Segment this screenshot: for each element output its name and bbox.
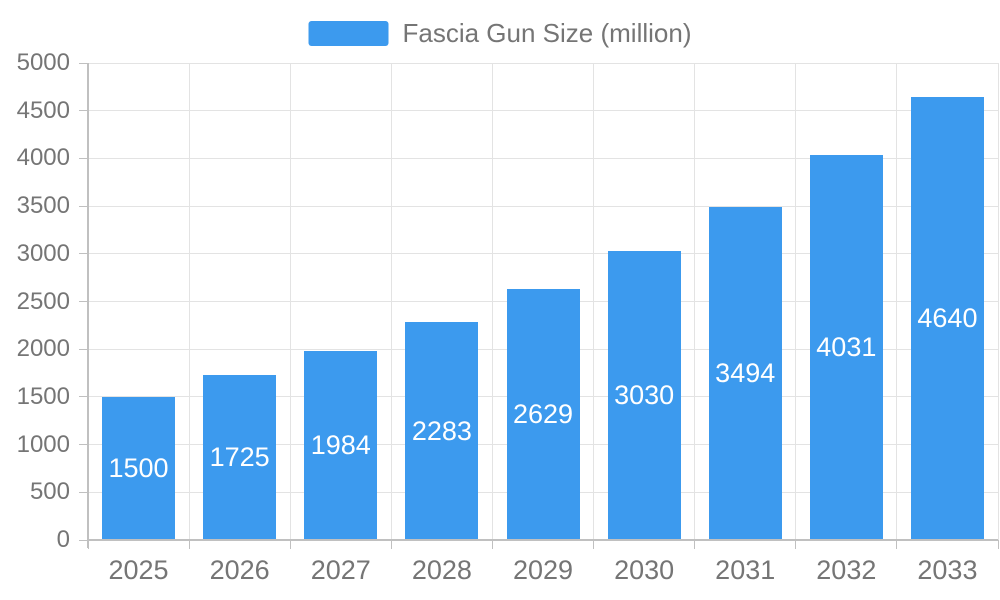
bar-2027: 1984: [304, 350, 378, 540]
x-axis-label: 2025: [108, 555, 169, 585]
y-axis-tick-label: 2000: [16, 335, 70, 363]
x-axis-label: 2032: [816, 555, 877, 585]
x-axis-tick: [289, 540, 291, 549]
bar-value-label: 4640: [917, 303, 978, 334]
bar-2028: 2283: [405, 322, 479, 540]
x-grid-line: [289, 63, 291, 540]
x-axis-label: 2033: [917, 555, 978, 585]
bar-2031: 3494: [708, 206, 782, 540]
bar-value-label: 4031: [816, 332, 877, 363]
x-axis-label: 2029: [512, 555, 574, 585]
y-axis-tick: [79, 62, 88, 64]
bar-value-label: 1500: [108, 452, 169, 483]
legend-item[interactable]: Fascia Gun Size (million): [308, 18, 692, 48]
x-grid-line: [188, 63, 190, 540]
x-axis-label: 2028: [411, 555, 472, 585]
y-axis-tick: [79, 444, 88, 446]
y-grid-line: [88, 110, 998, 112]
x-axis-label: 2026: [209, 555, 270, 585]
bar-value-label: 3030: [614, 379, 675, 410]
y-axis-tick-label: 4500: [16, 96, 70, 124]
x-grid-line: [997, 63, 999, 540]
y-grid-line: [88, 157, 998, 159]
bar-2025: 1500: [102, 396, 176, 540]
y-axis-tick: [79, 253, 88, 255]
x-axis-tick: [491, 540, 493, 549]
plot-area: 0 500 1000 1500 2000 2500 3000 3500 4000 4500 5000…: [17, 51, 999, 584]
y-axis-tick-label: 3500: [16, 192, 70, 220]
y-axis-tick: [79, 491, 88, 493]
y-axis-line: [87, 63, 89, 548]
y-grid-line: [88, 62, 998, 64]
x-grid-line: [795, 63, 797, 540]
bar-value-label: 3494: [715, 357, 776, 388]
x-grid-line: [593, 63, 595, 540]
x-axis-line: [88, 539, 998, 541]
y-axis-tick-label: 0: [56, 526, 70, 553]
x-axis-label: 2030: [614, 555, 675, 585]
y-axis-tick: [79, 205, 88, 207]
bar-value-label: 2283: [411, 415, 472, 446]
x-axis-tick: [390, 540, 392, 549]
bar-2032: 4031: [809, 155, 883, 540]
y-grid-line: [88, 253, 998, 255]
legend-label: Fascia Gun Size (million): [402, 18, 692, 48]
x-grid-line: [491, 63, 493, 540]
x-axis-label: 2031: [715, 555, 776, 585]
legend-swatch: [308, 20, 389, 46]
y-axis-tick-label: 1000: [16, 430, 70, 458]
x-grid-line: [896, 63, 898, 540]
bar-2029: 2629: [506, 289, 580, 540]
y-axis-tick-label: 3000: [16, 239, 70, 267]
y-axis-tick-label: 500: [29, 478, 70, 506]
x-axis-tick: [593, 540, 595, 549]
x-axis-tick: [997, 540, 999, 549]
y-axis-tick-label: 2500: [16, 287, 70, 315]
x-grid-line: [390, 63, 392, 540]
bar-value-label: 1725: [209, 442, 270, 473]
y-axis-tick: [79, 157, 88, 159]
y-axis-tick: [79, 539, 88, 541]
x-grid-line: [694, 63, 696, 540]
bar-value-label: 1984: [310, 429, 371, 460]
x-axis-tick: [694, 540, 696, 549]
bar-2030: 3030: [607, 250, 681, 540]
x-axis-tick: [188, 540, 190, 549]
x-axis-tick: [896, 540, 898, 549]
bar-2026: 1725: [203, 375, 277, 540]
y-axis-tick-label: 5000: [16, 49, 70, 76]
bar-2033: 4640: [910, 97, 984, 540]
x-axis-tick: [795, 540, 797, 549]
y-axis-tick: [79, 348, 88, 350]
bar-value-label: 2629: [512, 399, 574, 430]
y-axis-tick: [79, 110, 88, 112]
x-axis-label: 2027: [310, 555, 371, 585]
y-axis-tick: [79, 396, 88, 398]
y-grid-line: [88, 205, 998, 207]
y-axis-tick-label: 1500: [16, 382, 70, 410]
y-axis-tick-label: 4000: [16, 144, 70, 172]
y-axis-tick: [79, 301, 88, 302]
